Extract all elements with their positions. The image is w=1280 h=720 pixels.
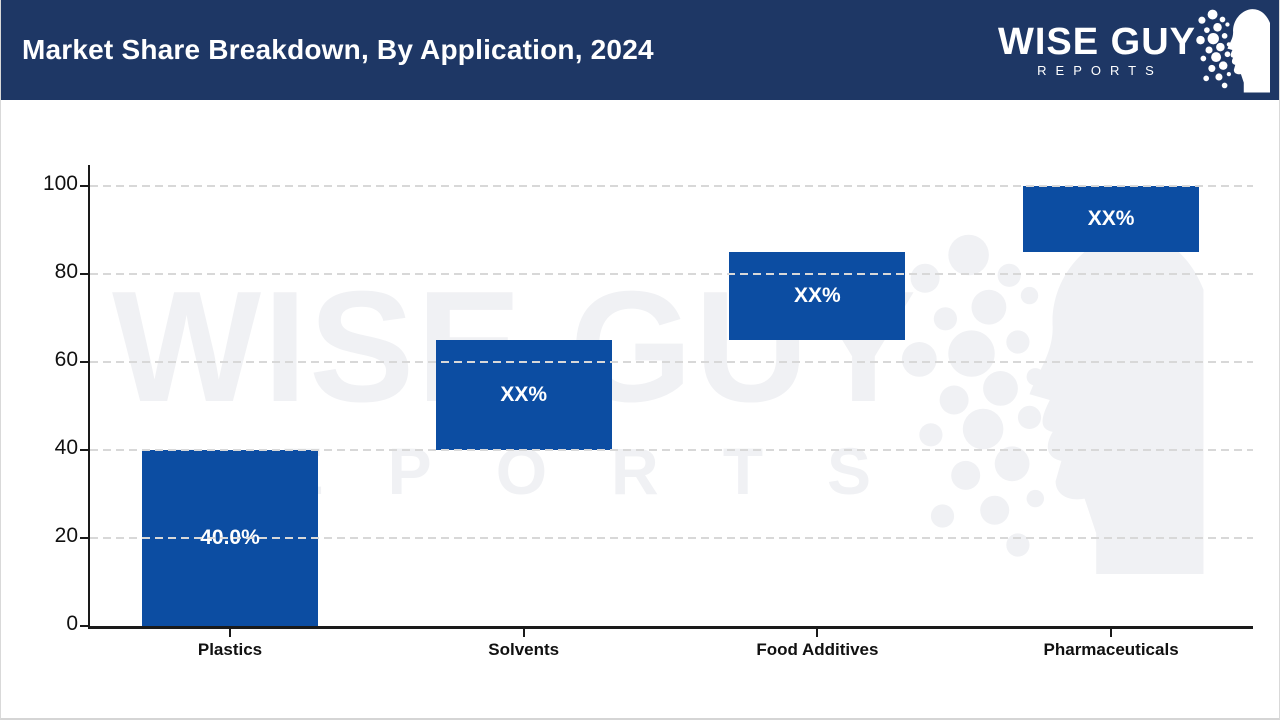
logo-head-icon <box>1196 9 1270 93</box>
y-tick-label: 60 <box>54 348 78 371</box>
bar-value-label: XX% <box>500 383 548 406</box>
gridline-y40 <box>90 449 1253 451</box>
header-bar: Market Share Breakdown, By Application, … <box>0 0 1280 100</box>
bar-pharmaceuticals: XX% <box>1023 186 1200 252</box>
y-tick-label: 40 <box>54 436 78 459</box>
x-tick-mark <box>816 629 819 637</box>
y-tick-mark <box>80 625 88 627</box>
y-tick-label: 80 <box>54 260 78 283</box>
logo-wordmark-line1: WISE GUY <box>997 21 1196 63</box>
x-tick-mark <box>229 629 231 637</box>
y-tick-mark <box>80 537 88 539</box>
gridline-y20 <box>90 537 1253 539</box>
y-tick-label: 100 <box>42 172 78 195</box>
category-label-plastics: Plastics <box>197 640 263 659</box>
watermark-face-icon <box>901 233 1204 574</box>
bar-value-label: XX% <box>1087 207 1135 230</box>
bar-food-additives: XX% <box>729 252 906 340</box>
x-axis-line <box>88 626 1253 629</box>
gridline-y60 <box>90 361 1253 363</box>
category-label-food-additives: Food Additives <box>756 640 879 659</box>
category-label-solvents: Solvents <box>488 640 560 659</box>
x-tick-mark <box>1110 629 1113 637</box>
bar-value-label: XX% <box>794 284 841 307</box>
y-tick-mark <box>80 449 88 451</box>
y-tick-mark <box>80 185 88 187</box>
category-label-pharmaceuticals: Pharmaceuticals <box>1043 640 1179 659</box>
brand-logo: WISE GUY REPORTS <box>998 0 1270 100</box>
logo-wordmark: WISE GUY REPORTS <box>998 23 1196 77</box>
page-title: Market Share Breakdown, By Application, … <box>22 34 654 65</box>
y-tick-label: 20 <box>54 524 78 547</box>
y-tick-label: 0 <box>66 612 78 635</box>
y-tick-mark <box>80 361 88 363</box>
gridline-y100 <box>90 185 1253 187</box>
gridline-y80 <box>90 273 1253 275</box>
logo-wordmark-line2: REPORTS <box>1037 63 1163 78</box>
y-axis-line <box>88 165 90 629</box>
y-tick-mark <box>80 273 88 275</box>
bar-solvents: XX% <box>435 340 612 450</box>
x-tick-mark <box>522 629 525 637</box>
